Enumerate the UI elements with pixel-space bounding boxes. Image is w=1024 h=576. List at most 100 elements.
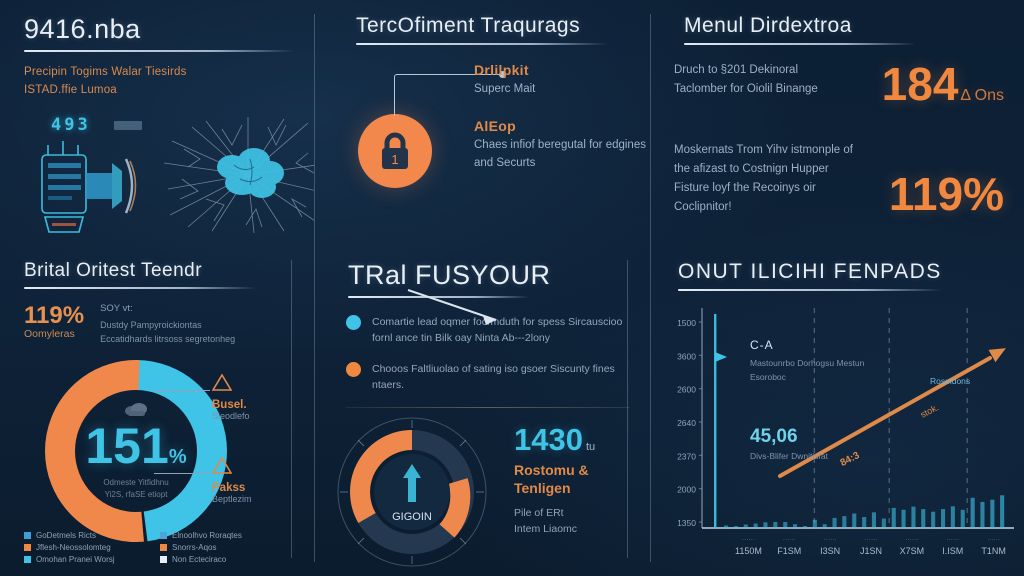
- divider-bottom-1: [291, 260, 292, 558]
- gauge-bullet-text: Chooos Faltliuolao of sating iso gsoer S…: [372, 362, 615, 391]
- stat-1-value: 184 Δ Ons: [882, 61, 1004, 107]
- bullet-dot-cyan: [346, 315, 361, 330]
- y-tick-label: 3600: [677, 351, 696, 361]
- divider-top-2: [650, 14, 651, 562]
- device-reading: 493: [51, 115, 91, 135]
- chart-marker-arrow: [715, 352, 727, 362]
- gauge-svg: GIGOIN: [337, 417, 487, 567]
- donut-note-body: Dustdy Pampyroickiontas Eccatidhards lit…: [100, 320, 236, 345]
- x-tick-label: T1NM: [981, 546, 1006, 556]
- bar-chart[interactable]: 1500 3600 2600 2640 2370 2000 1350 1150M ······ F…: [658, 298, 1022, 566]
- svg-text:1: 1: [391, 152, 398, 167]
- gauge-center-label: GIGOIN: [392, 511, 432, 523]
- callout-arrow-icon: [407, 289, 497, 325]
- chart-bar: [960, 509, 965, 528]
- chart-annotation-1: C-A Mastounrbo Dorhogsu Mestun Esoroboc: [750, 338, 870, 385]
- x-tick-sublabel: ······: [783, 536, 796, 543]
- chart-bar: [842, 516, 847, 528]
- donut-legend: GoDetmels Ricts Elnoolhvo Roraqtes Jfles…: [24, 531, 286, 564]
- chart-bar: [783, 522, 788, 528]
- lock-title-underline: [356, 43, 608, 45]
- chart-marker-bar: [714, 314, 717, 528]
- legend-label: Omohan Pranei Worsj: [36, 555, 115, 564]
- chip-label-icon: [114, 121, 142, 130]
- x-tick-sublabel: ······: [824, 536, 837, 543]
- chart-bar: [970, 497, 975, 528]
- legend-swatch: [24, 532, 31, 539]
- donut-callout[interactable]: Pakss Beptlezim: [154, 456, 312, 504]
- chart-bar: [990, 499, 995, 528]
- chart-bar: [773, 522, 778, 528]
- gauge-dial-icon[interactable]: GIGOIN: [326, 289, 516, 574]
- callout-sub: Beptlezim: [212, 494, 252, 504]
- donut-headline: 119% Oomyleras SOY vt: Dustdy Pampyroick…: [24, 303, 294, 347]
- stats-title: Menul Dirdextroa: [684, 14, 852, 37]
- legend-item: Omohan Pranei Worsj: [24, 555, 150, 564]
- chart-bar: [724, 525, 729, 528]
- gauge-value-sub-line2: Intem Liaomc: [514, 523, 578, 536]
- chart-bar: [891, 507, 896, 528]
- gauge-title: TRal FUSYOUR: [348, 260, 551, 290]
- donut-title: Brital Oritest Teendr: [24, 260, 203, 281]
- x-tick-label: F1SM: [777, 546, 801, 556]
- callout-leader-line: [154, 473, 210, 474]
- donut-callout[interactable]: Busel. Sieodlefo: [154, 373, 312, 421]
- gauge-value-title: Rostomu & Tenligen: [514, 462, 644, 497]
- donut-headline-value: 119%: [24, 302, 85, 329]
- divider-bottom-2: [627, 260, 628, 558]
- gauge-bullet: Chooos Faltliuolao of sating iso gsoer S…: [346, 361, 630, 394]
- warning-triangle-icon: [211, 373, 233, 391]
- donut-headline-value-group: 119% Oomyleras: [24, 303, 84, 340]
- panel-lock: TercOfiment Traqurags 1 Drlilpkit Superc…: [314, 0, 650, 246]
- callout-leader-line: [154, 390, 210, 391]
- gauge-value-sub-line1: Pile of ERt: [514, 507, 564, 519]
- y-tick-label: 1500: [677, 318, 696, 328]
- legend-item: Snorrs-Aqos: [160, 543, 286, 552]
- legend-swatch: [24, 556, 31, 563]
- x-tick-sublabel: ······: [742, 536, 755, 543]
- legend-label: Snorrs-Aqos: [172, 543, 217, 552]
- chart-trend-arrowhead: [988, 348, 1006, 363]
- lock-item-heading: Drlilpkit: [474, 62, 529, 78]
- chart-bar: [931, 511, 936, 528]
- chart-bar: [852, 513, 857, 528]
- chart-bar: [901, 509, 906, 528]
- gauge-divider: [346, 407, 630, 409]
- stat-block-2: Moskernats Trom Yihv istmonple of the af…: [674, 141, 1004, 217]
- legend-label: Jflesh-Neossolomteg: [36, 543, 111, 552]
- chart-bar: [733, 526, 738, 528]
- donut-title-underline: [24, 287, 257, 289]
- chart-bar: [871, 512, 876, 528]
- gauge-value-title-line2: Tenligen: [514, 479, 571, 496]
- chart-bar: [881, 518, 886, 528]
- legend-item: Jflesh-Neossolomteg: [24, 543, 150, 552]
- hero-title: 9416.nba: [24, 14, 141, 44]
- chart-bar: [743, 524, 748, 528]
- hero-subtitle: Precipin Togims Walar Tiesirds ISTAD.ffi…: [24, 64, 294, 100]
- y-tick-label: 2640: [677, 418, 696, 428]
- chart-title-underline: [678, 289, 942, 291]
- hero-artwork: 493: [18, 115, 314, 235]
- legend-swatch: [160, 532, 167, 539]
- x-tick-label: J1SN: [860, 546, 882, 556]
- x-tick-sublabel: ······: [987, 536, 1000, 543]
- y-tick-label: 2600: [677, 385, 696, 395]
- lock-items: Drlilpkit Superc Mait AlEop Chaes infiof…: [474, 62, 650, 192]
- callout-sub: Sieodlefo: [212, 411, 250, 421]
- gauge-title-underline: [348, 296, 530, 298]
- legend-label: Non Ecteciraco: [172, 555, 227, 564]
- chart-annotation-2-text: 45,06: [750, 426, 798, 447]
- legend-swatch: [24, 544, 31, 551]
- chart-annotation-1-sub: Mastounrbo Dorhogsu Mestun Esoroboc: [750, 358, 865, 383]
- chart-annotation-2-sub: Divs-Blifer Dwnitisfat: [750, 451, 828, 461]
- lock-item: AlEop Chaes infiof beregutal for edgines…: [474, 118, 650, 172]
- chart-bar: [793, 524, 798, 528]
- donut-slice-orange: [45, 360, 227, 542]
- donut-headline-caption: Oomyleras: [24, 328, 75, 341]
- donut-chart[interactable]: 151% Odmeste Yitfidhnu Yi2S, rfaSE etiop…: [36, 351, 236, 551]
- x-tick-sublabel: ······: [946, 536, 959, 543]
- stat-1-unit: Δ Ons: [960, 87, 1004, 104]
- panel-donut: Brital Oritest Teendr 119% Oomyleras SOY…: [0, 246, 314, 576]
- warning-triangle-icon: [211, 456, 233, 474]
- x-tick-label: 1150M: [735, 546, 762, 556]
